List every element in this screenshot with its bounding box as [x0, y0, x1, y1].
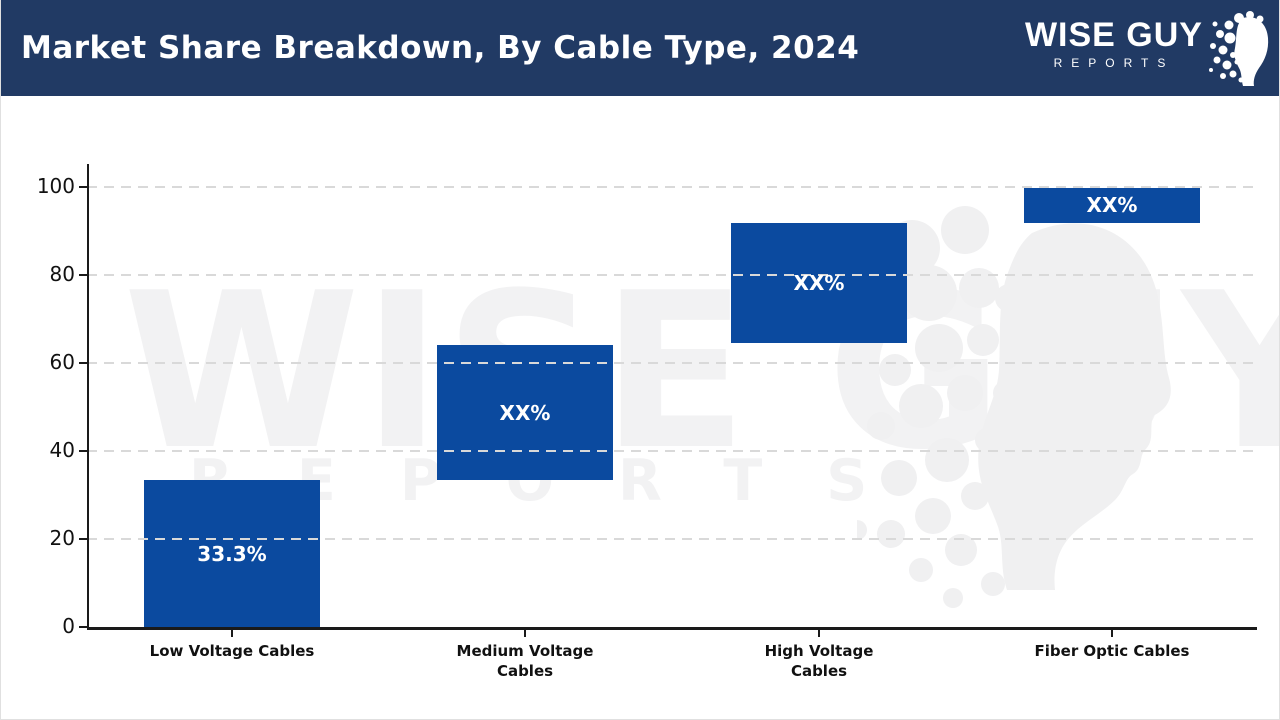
header-bar: Market Share Breakdown, By Cable Type, 2… — [1, 0, 1279, 96]
waterfall-bar — [144, 480, 320, 627]
y-axis-label: 60 — [49, 350, 75, 374]
watermark-dotted-head-icon — [857, 206, 1171, 608]
logo-wordmark: WISE GUY — [1024, 16, 1203, 54]
watermark: WISE GUY REPORTS — [1, 96, 1279, 719]
x-axis-tick — [231, 630, 233, 637]
gridline — [87, 538, 1257, 540]
y-axis-tick — [79, 538, 87, 540]
y-axis-label: 40 — [49, 438, 75, 462]
y-axis-line — [87, 164, 89, 629]
bar-value-label: XX% — [1086, 193, 1138, 218]
y-axis-tick — [79, 274, 87, 276]
y-axis-label: 0 — [62, 614, 75, 638]
waterfall-bar — [437, 344, 613, 481]
logo-dotted-head-icon — [1209, 11, 1269, 86]
y-axis-tick — [79, 186, 87, 188]
x-axis-tick — [524, 630, 526, 637]
gridline — [87, 274, 1257, 276]
logo-subtitle: REPORTS — [1053, 55, 1175, 70]
gridline — [87, 362, 1257, 364]
x-axis-tick — [818, 630, 820, 637]
waterfall-bar — [1024, 187, 1200, 223]
x-axis-category-label: Fiber Optic Cables — [1034, 642, 1190, 660]
bar-value-label: XX% — [793, 271, 845, 296]
x-axis-category-label: Low Voltage Cables — [149, 642, 315, 660]
x-axis-category-label: High Voltage Cables — [764, 642, 874, 681]
gridline — [87, 450, 1257, 452]
bar-value-label: XX% — [499, 400, 551, 425]
plot-area: WISE GUY REPORTS 0 20 40 60 80 100 33.3% Low Vo… — [1, 96, 1279, 719]
y-axis-label: 20 — [49, 526, 75, 550]
y-axis-label: 100 — [36, 174, 75, 198]
x-axis-line — [87, 627, 1257, 630]
y-axis-tick — [79, 362, 87, 364]
y-axis-tick — [79, 626, 87, 628]
y-axis-tick — [79, 450, 87, 452]
waterfall-bar — [731, 223, 907, 344]
page-title: Market Share Breakdown, By Cable Type, 2… — [21, 30, 860, 66]
y-axis-label: 80 — [49, 262, 75, 286]
gridline — [87, 186, 1257, 188]
x-axis-category-label: Medium Voltage Cables — [456, 642, 594, 681]
x-axis-tick — [1111, 630, 1113, 637]
bar-value-label: 33.3% — [197, 541, 267, 566]
wiseguy-logo: WISE GUY REPORTS — [1021, 8, 1271, 88]
